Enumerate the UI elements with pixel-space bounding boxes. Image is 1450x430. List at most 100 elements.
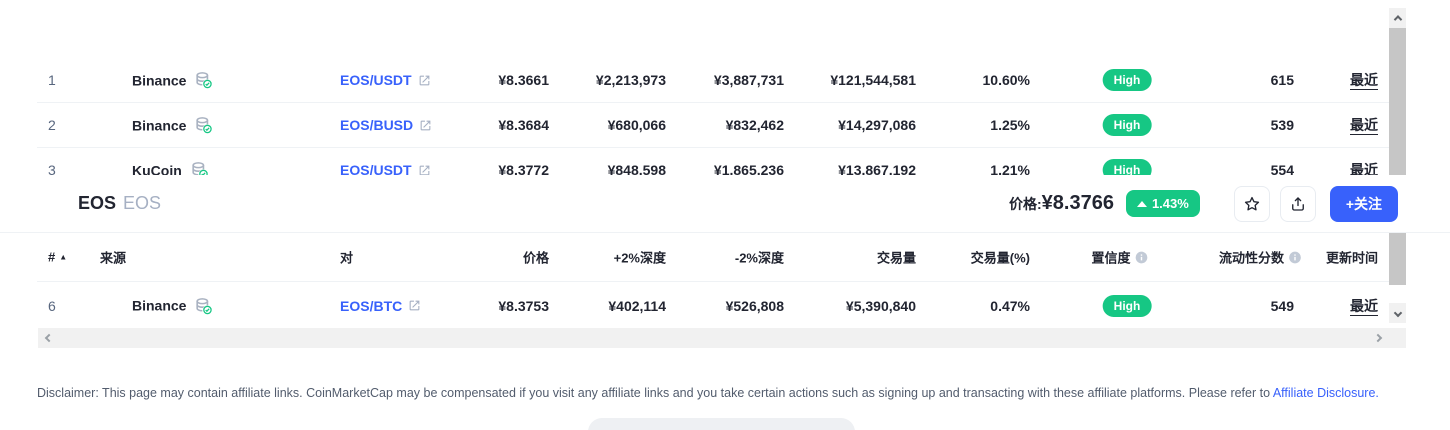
volume-pct-cell: 1.21% [990,162,1030,175]
source-cell[interactable]: KuCoin [132,161,209,175]
volume-pct-cell: 1.25% [990,117,1030,133]
disclaimer-body: Disclaimer: This page may contain affili… [37,386,1273,400]
scroll-right-button[interactable] [1367,328,1389,348]
updated-cell[interactable]: 最近 [1350,296,1378,316]
vertical-scrollbar-thumb[interactable] [1389,28,1406,285]
header-updated[interactable]: 更新时间 [1325,250,1378,266]
header-confidence-label: 置信度 [1091,250,1131,266]
pair-link[interactable]: EOS/BTC [340,297,403,314]
share-upload-icon [1289,195,1307,213]
star-icon [1243,195,1261,213]
updated-tooltip-text[interactable]: 最近 [1350,72,1378,90]
chevron-left-icon [44,333,54,343]
liquidity-cell: 554 [1270,162,1294,175]
volume-pct-cell: 0.47% [990,297,1030,314]
header-source[interactable]: 来源 [100,250,127,266]
depth-plus-cell: ¥402,114 [608,297,666,314]
exchange-name[interactable]: Binance [132,117,187,133]
source-cell[interactable]: Binance [132,71,213,90]
depth-minus-cell: ¥1,865,236 [713,162,784,175]
confidence-cell: High [1102,114,1152,136]
info-icon[interactable] [1288,250,1302,264]
table-row: 2 Binance EOS/BUSD ¥8.3684 ¥680,066 ¥832… [37,103,1389,148]
scroll-up-button[interactable] [1389,8,1406,28]
chevron-down-icon [1393,308,1402,318]
pair-cell[interactable]: EOS/BUSD [340,117,432,133]
external-link-icon [408,299,421,312]
price-cell: ¥8.3661 [498,72,549,88]
exchange-name[interactable]: Binance [132,72,187,88]
chevron-up-icon [1393,15,1402,24]
liquidity-cell: 549 [1270,297,1294,314]
updated-tooltip-text[interactable]: 最近 [1350,117,1378,135]
load-more-pill[interactable] [588,418,855,430]
header-confidence[interactable]: 置信度 [1091,248,1148,267]
volume-cell: ¥14,297,086 [838,117,916,133]
source-cell[interactable]: Binance [132,296,213,315]
favorite-button[interactable] [1233,185,1270,222]
share-button[interactable] [1279,185,1316,222]
header-depth-minus[interactable]: -2%深度 [734,250,784,266]
updated-tooltip-text[interactable]: 最近 [1350,162,1378,175]
depth-minus-cell: ¥832,462 [725,117,784,133]
coin-stack-check-icon [194,71,213,90]
exchange-name[interactable]: Binance [132,297,187,314]
pair-cell[interactable]: EOS/BTC [340,298,421,314]
source-cell[interactable]: Binance [132,116,213,135]
follow-button[interactable]: +关注 [1329,185,1398,222]
table-header-row: # ▲ 来源 对 价格 +2%深度 -2%深度 交易量 交易量(%) 置信度 流… [37,233,1389,282]
price-value: ¥8.3766 [1041,192,1114,214]
updated-tooltip-text[interactable]: 最近 [1350,297,1378,316]
pair-link[interactable]: EOS/USDT [340,162,412,175]
rank-cell: 6 [48,297,56,314]
header-liquidity-label: 流动性分数 [1218,250,1284,266]
sort-ascending-icon: ▲ [59,252,68,261]
confidence-cell: High [1102,159,1152,175]
header-volume[interactable]: 交易量 [876,250,916,266]
scrollbar-corner [1389,328,1406,348]
disclaimer-text: Disclaimer: This page may contain affili… [37,386,1379,400]
header-rank[interactable]: # ▲ [48,250,67,265]
rank-cell: 3 [48,162,56,175]
updated-cell[interactable]: 最近 [1350,160,1378,175]
header-volume-pct[interactable]: 交易量(%) [970,250,1030,266]
coin-stack-check-icon [194,296,213,315]
external-link-icon [418,164,431,176]
coin-stack-check-icon [194,116,213,135]
coin-price: 价格: ¥8.3766 [1009,192,1114,215]
external-link-icon [419,119,432,132]
updated-cell[interactable]: 最近 [1350,70,1378,90]
pair-link[interactable]: EOS/BUSD [340,117,414,133]
depth-minus-cell: ¥3,887,731 [713,72,784,88]
confidence-cell: High [1102,294,1152,317]
affiliate-disclosure-link[interactable]: Affiliate Disclosure. [1272,386,1379,400]
updated-cell[interactable]: 最近 [1350,115,1378,135]
external-link-icon [418,74,431,87]
price-label: 价格: [1008,196,1042,212]
price-change-badge: 1.43% [1125,190,1200,217]
rank-cell: 1 [48,72,56,88]
markets-table-top: 1 Binance EOS/USDT ¥8.3661 ¥2,213,973 ¥3… [0,0,1450,175]
coin-title: EOS EOS [78,193,161,214]
caret-up-icon [1136,200,1147,207]
info-icon[interactable] [1135,250,1149,264]
scroll-left-button[interactable] [38,328,60,348]
exchange-name[interactable]: KuCoin [132,162,182,175]
depth-minus-cell: ¥526,808 [725,297,784,314]
header-price[interactable]: 价格 [522,250,549,266]
pair-cell[interactable]: EOS/USDT [340,72,431,88]
pair-link[interactable]: EOS/USDT [340,72,412,88]
coin-sticky-header: EOS EOS 价格: ¥8.3766 1.43% +关注 [0,175,1450,233]
volume-cell: ¥5,390,840 [845,297,916,314]
horizontal-scrollbar[interactable] [38,328,1389,348]
coin-name: EOS [78,193,117,213]
price-change-value: 1.43% [1151,196,1189,211]
price-cell: ¥8.3684 [498,117,549,133]
coin-stack-check-icon [190,161,209,175]
scroll-down-button[interactable] [1389,303,1406,323]
header-pair[interactable]: 对 [340,250,354,266]
header-depth-plus[interactable]: +2%深度 [613,250,666,266]
header-liquidity[interactable]: 流动性分数 [1219,248,1302,267]
pair-cell[interactable]: EOS/USDT [340,162,431,175]
